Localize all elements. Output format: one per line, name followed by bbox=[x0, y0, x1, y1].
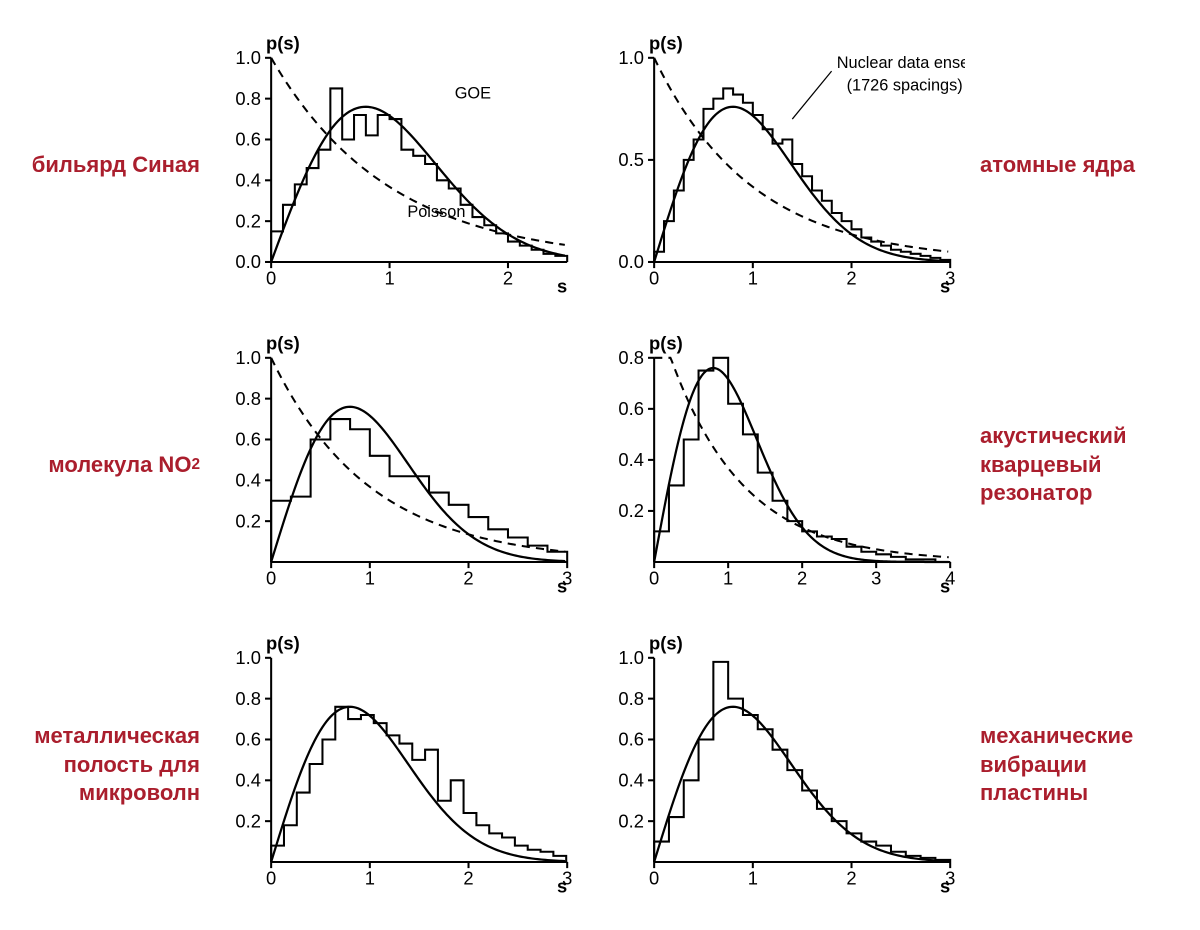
svg-text:2: 2 bbox=[463, 867, 473, 888]
svg-text:0: 0 bbox=[266, 267, 276, 288]
svg-text:0: 0 bbox=[649, 267, 659, 288]
chart-sinai: 0 1 2 0.0 0.2 0.4 0.6 0.8 1.0p(s) s GOE Poisson bbox=[215, 20, 583, 310]
chart-quartz: 012340.20.40.60.8p(s)s bbox=[598, 320, 966, 610]
svg-text:0.2: 0.2 bbox=[235, 210, 261, 231]
goe-curve bbox=[654, 107, 948, 262]
panel-quartz: 012340.20.40.60.8p(s)s bbox=[598, 320, 966, 610]
svg-text:0: 0 bbox=[266, 567, 276, 588]
histogram bbox=[654, 358, 950, 562]
annotation: Poisson bbox=[407, 203, 465, 221]
svg-text:0.8: 0.8 bbox=[618, 688, 644, 709]
panel-no2: 01230.20.40.60.81.0p(s)s bbox=[215, 320, 583, 610]
svg-text:0: 0 bbox=[649, 867, 659, 888]
panel-nuclear: 01230.00.51.0p(s)sNuclear data ensemble(… bbox=[598, 20, 966, 310]
svg-text:s: s bbox=[557, 576, 567, 597]
svg-text:2: 2 bbox=[503, 267, 513, 288]
svg-text:1: 1 bbox=[384, 267, 394, 288]
histogram bbox=[271, 707, 566, 862]
svg-text:p(s): p(s) bbox=[649, 333, 683, 354]
svg-text:0.4: 0.4 bbox=[618, 449, 644, 470]
svg-text:0.2: 0.2 bbox=[618, 500, 644, 521]
svg-text:0.4: 0.4 bbox=[235, 469, 261, 490]
svg-text:0.8: 0.8 bbox=[235, 688, 261, 709]
svg-text:0.4: 0.4 bbox=[235, 169, 261, 190]
label-sinai: бильярд Синая bbox=[20, 20, 200, 310]
svg-text:1: 1 bbox=[747, 867, 757, 888]
svg-text:0.4: 0.4 bbox=[618, 769, 644, 790]
svg-text:0.2: 0.2 bbox=[618, 810, 644, 831]
svg-text:0.8: 0.8 bbox=[235, 388, 261, 409]
chart-microwave: 01230.20.40.60.81.0p(s)s bbox=[215, 620, 583, 910]
svg-text:s: s bbox=[939, 276, 949, 297]
annotation: Nuclear data ensemble bbox=[836, 54, 965, 72]
annotation: (1726 spacings) bbox=[846, 76, 962, 94]
svg-text:1: 1 bbox=[747, 267, 757, 288]
svg-text:3: 3 bbox=[871, 567, 881, 588]
svg-text:1: 1 bbox=[723, 567, 733, 588]
svg-text:0: 0 bbox=[649, 567, 659, 588]
svg-text:0.6: 0.6 bbox=[235, 429, 261, 450]
svg-text:1: 1 bbox=[365, 567, 375, 588]
svg-text:1: 1 bbox=[365, 867, 375, 888]
histogram bbox=[271, 88, 567, 262]
svg-text:0.8: 0.8 bbox=[235, 88, 261, 109]
svg-text:s: s bbox=[557, 876, 567, 897]
svg-text:0.0: 0.0 bbox=[618, 251, 644, 272]
panel-plate: 01230.20.40.60.81.0p(s)s bbox=[598, 620, 966, 910]
chart-nuclear: 01230.00.51.0p(s)sNuclear data ensemble(… bbox=[598, 20, 966, 310]
svg-text:p(s): p(s) bbox=[266, 633, 300, 654]
svg-text:1.0: 1.0 bbox=[618, 647, 644, 668]
label-microwave: металлическая полость для микроволн bbox=[20, 620, 200, 910]
chart-no2: 01230.20.40.60.81.0p(s)s bbox=[215, 320, 583, 610]
svg-text:s: s bbox=[939, 576, 949, 597]
svg-text:0.2: 0.2 bbox=[235, 810, 261, 831]
svg-text:2: 2 bbox=[463, 567, 473, 588]
histogram bbox=[654, 662, 950, 862]
goe-curve bbox=[271, 707, 565, 862]
svg-text:s: s bbox=[939, 876, 949, 897]
svg-text:1.0: 1.0 bbox=[235, 647, 261, 668]
svg-text:0: 0 bbox=[266, 867, 276, 888]
svg-text:0.6: 0.6 bbox=[618, 729, 644, 750]
panel-microwave: 01230.20.40.60.81.0p(s)s bbox=[215, 620, 583, 910]
svg-text:0.8: 0.8 bbox=[618, 347, 644, 368]
svg-text:0.4: 0.4 bbox=[235, 769, 261, 790]
svg-text:1.0: 1.0 bbox=[235, 347, 261, 368]
histogram bbox=[654, 88, 950, 262]
svg-text:p(s): p(s) bbox=[266, 333, 300, 354]
chart-plate: 01230.20.40.60.81.0p(s)s bbox=[598, 620, 966, 910]
svg-text:0.6: 0.6 bbox=[235, 729, 261, 750]
svg-text:1.0: 1.0 bbox=[618, 47, 644, 68]
annotation: GOE bbox=[455, 85, 491, 103]
svg-text:2: 2 bbox=[846, 267, 856, 288]
svg-text:0.5: 0.5 bbox=[618, 149, 644, 170]
svg-text:p(s): p(s) bbox=[649, 633, 683, 654]
svg-text:p(s): p(s) bbox=[266, 33, 300, 54]
svg-text:1.0: 1.0 bbox=[235, 47, 261, 68]
label-quartz: акустический кварцевый резонатор bbox=[980, 320, 1180, 610]
goe-curve bbox=[271, 107, 565, 262]
svg-text:0.0: 0.0 bbox=[235, 251, 261, 272]
label-nuclear: атомные ядра bbox=[980, 20, 1180, 310]
poisson-curve bbox=[271, 358, 565, 552]
svg-text:2: 2 bbox=[846, 867, 856, 888]
panel-sinai: 0 1 2 0.0 0.2 0.4 0.6 0.8 1.0p(s) s GOE Poisson bbox=[215, 20, 583, 310]
svg-text:s: s bbox=[557, 276, 567, 297]
svg-text:p(s): p(s) bbox=[649, 33, 683, 54]
svg-text:2: 2 bbox=[797, 567, 807, 588]
svg-text:0.2: 0.2 bbox=[235, 510, 261, 531]
goe-curve bbox=[271, 407, 565, 562]
label-no2: молекула NO2 bbox=[20, 320, 200, 610]
svg-text:0.6: 0.6 bbox=[618, 398, 644, 419]
svg-text:0.6: 0.6 bbox=[235, 129, 261, 150]
label-plate: механические вибрации пластины bbox=[980, 620, 1180, 910]
